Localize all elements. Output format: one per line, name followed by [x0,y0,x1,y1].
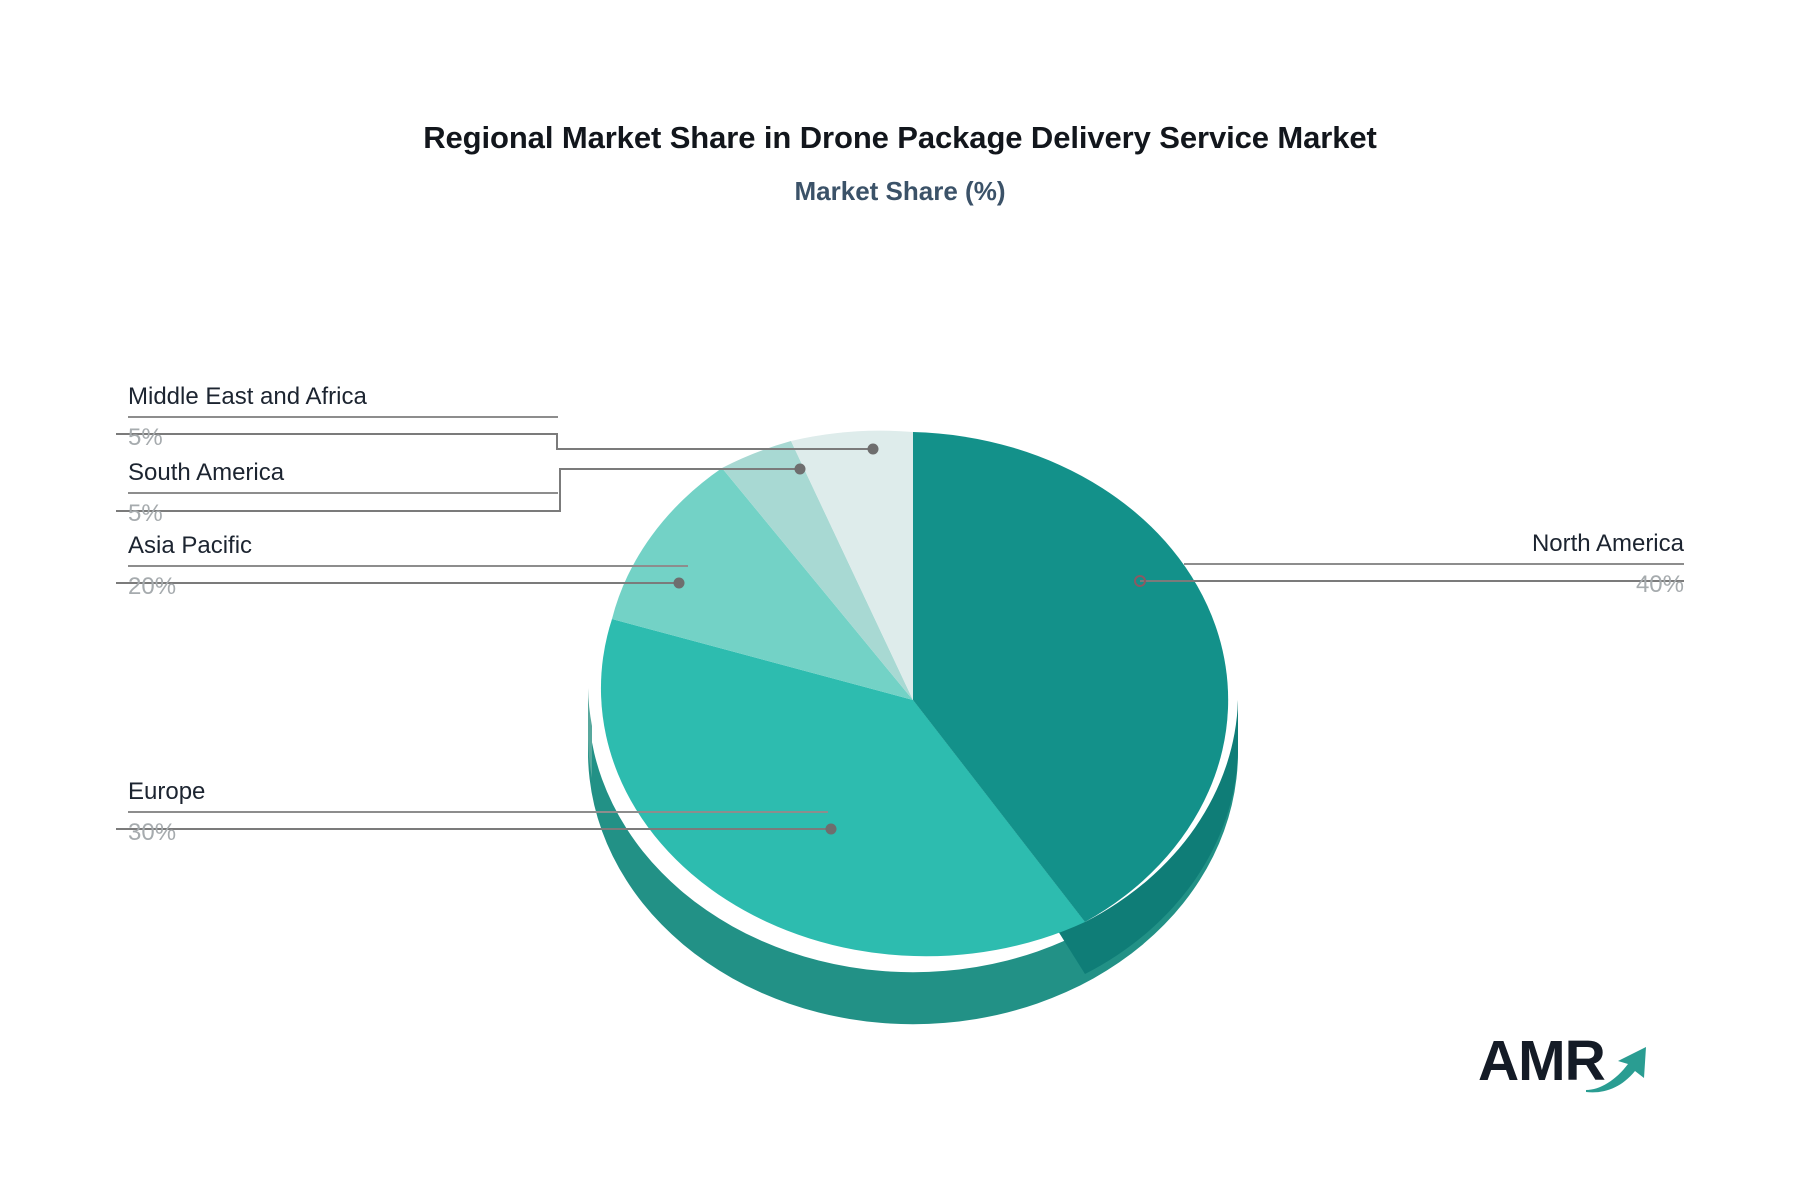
callout-rule-south-america [128,492,558,494]
pie-slice-asia-pacific[interactable] [612,468,913,700]
leader-dot-south-america [794,463,806,475]
callout-value-south-america: 5% [128,500,163,527]
callout-rule-middle-east-and-africa [128,416,558,418]
pie-depth-asia-pacific [588,688,592,778]
leader-line-south-america [116,468,800,512]
leader-dot-europe [825,823,837,835]
callout-label-asia-pacific: Asia Pacific [128,532,253,559]
callout-label-europe: Europe [128,778,206,805]
callout-label-north-america: North America [1531,530,1684,557]
pie-depth-north-america [1085,700,1238,974]
callout-asia-pacific: Asia Pacific 20% [128,531,688,602]
leader-dot-middle-east-and-africa [867,443,879,455]
callout-north-america: North America 40% [1184,529,1684,600]
callout-rule-asia-pacific [128,565,688,567]
callout-value-asia-pacific: 20% [128,573,177,600]
callout-middle-east-and-africa: Middle East and Africa 5% [128,382,558,453]
callout-rule-north-america [1184,563,1684,565]
pie-slice-north-america[interactable] [913,432,1229,922]
pie-slices [600,430,1229,957]
callout-label-middle-east-and-africa: Middle East and Africa [128,383,367,410]
pie-slice-europe[interactable] [600,619,1085,957]
leader-dot-asia-pacific [673,577,685,589]
callout-value-middle-east-and-africa: 5% [128,424,163,451]
growth-arrow-icon [1586,1047,1646,1093]
amr-wordmark: AMR [1478,1030,1605,1093]
callout-value-europe: 30% [128,819,177,846]
callout-europe: Europe 30% [128,777,828,848]
leader-line-middle-east-and-africa [116,433,873,450]
callout-value-north-america: 40% [1635,571,1684,598]
leader-dot-north-america [1134,575,1146,587]
callout-south-america: South America 5% [128,458,558,529]
amr-logo: AMR [1478,1030,1646,1093]
pie-slice-south-america[interactable] [722,441,913,700]
callout-rule-europe [128,811,828,813]
callout-label-south-america: South America [128,459,285,486]
pie-slice-middle-east-and-africa[interactable] [791,430,913,700]
leader-lines [116,433,1684,835]
